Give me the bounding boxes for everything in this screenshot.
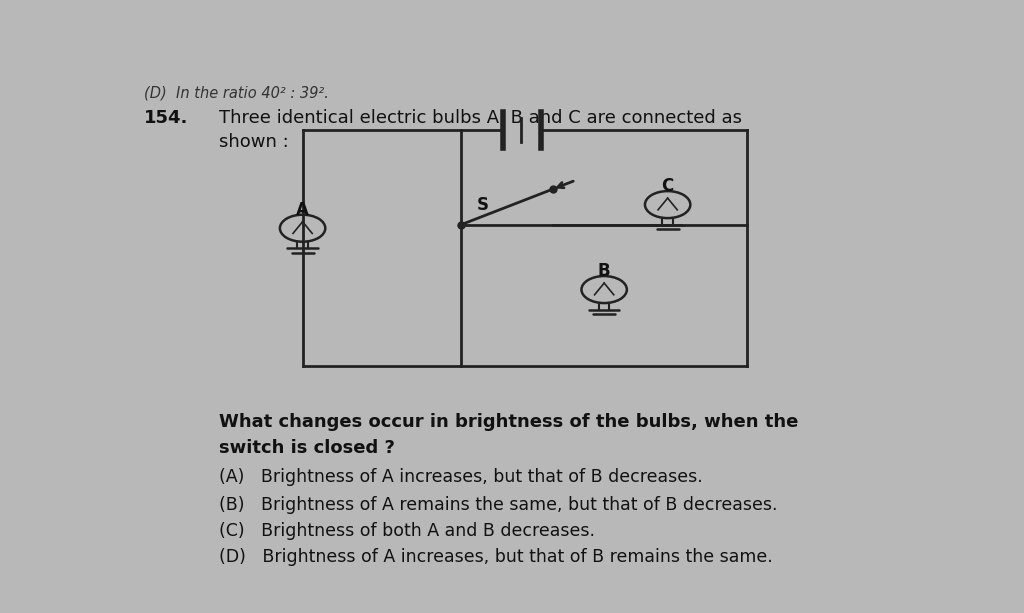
Text: Three identical electric bulbs A, B and C are connected as: Three identical electric bulbs A, B and … bbox=[219, 109, 742, 127]
Text: switch is closed ?: switch is closed ? bbox=[219, 440, 395, 457]
Text: (C)   Brightness of both A and B decreases.: (C) Brightness of both A and B decreases… bbox=[219, 522, 595, 540]
Text: (D)   Brightness of A increases, but that of B remains the same.: (D) Brightness of A increases, but that … bbox=[219, 548, 773, 566]
Text: (D)  In the ratio 40² : 39².: (D) In the ratio 40² : 39². bbox=[143, 85, 329, 101]
Text: (B)   Brightness of A remains the same, but that of B decreases.: (B) Brightness of A remains the same, bu… bbox=[219, 496, 778, 514]
Text: C: C bbox=[662, 177, 674, 196]
Text: S: S bbox=[477, 196, 489, 215]
Text: 154.: 154. bbox=[143, 109, 188, 127]
Text: What changes occur in brightness of the bulbs, when the: What changes occur in brightness of the … bbox=[219, 413, 799, 432]
Text: shown :: shown : bbox=[219, 132, 289, 151]
Text: A: A bbox=[296, 201, 309, 219]
Text: B: B bbox=[598, 262, 610, 280]
Text: (A)   Brightness of A increases, but that of B decreases.: (A) Brightness of A increases, but that … bbox=[219, 468, 703, 485]
